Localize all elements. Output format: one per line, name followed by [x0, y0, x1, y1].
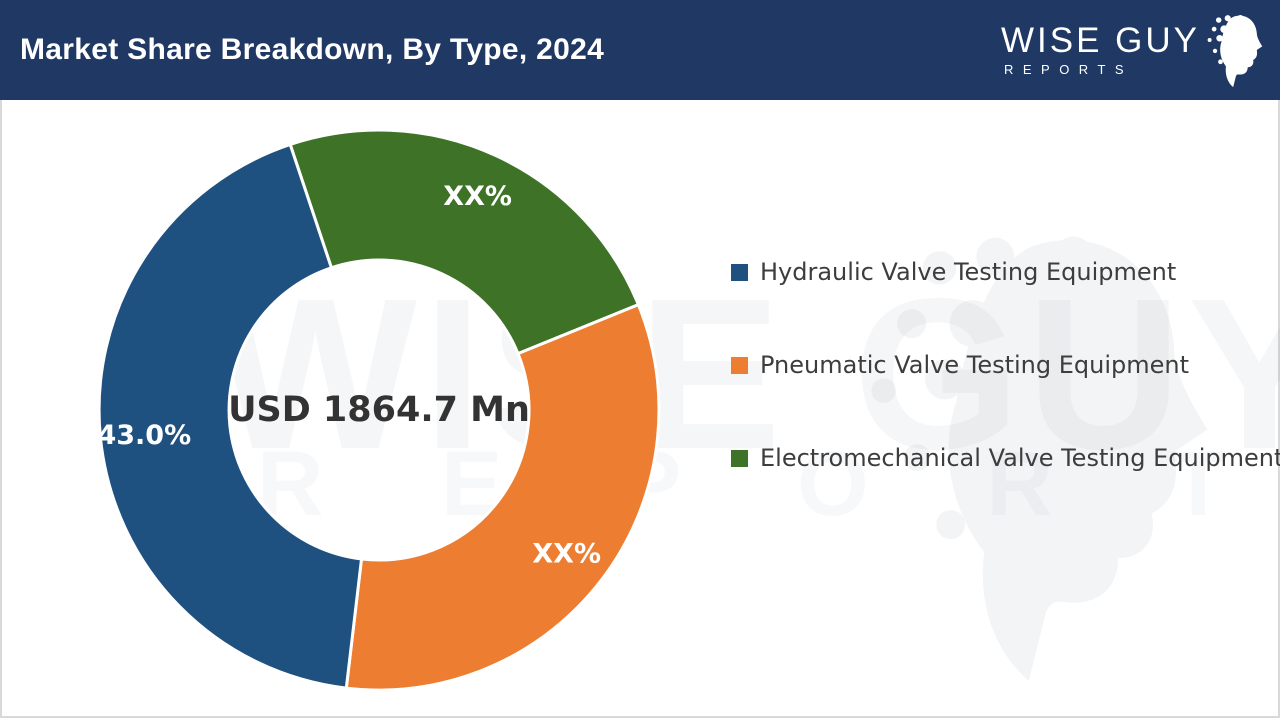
legend-swatch-electromechanical — [731, 449, 748, 467]
legend-label-electromechanical: Electromechanical Valve Testing Equipmen… — [760, 444, 1280, 472]
logo-face-icon — [1207, 14, 1263, 88]
segment-percent-label: XX% — [532, 538, 601, 569]
donut-chart: XX% XX% 43.0% — [97, 128, 661, 692]
brand-logo: WISE GUY REPORTS — [1001, 11, 1266, 89]
segment-percent-label: 43.0% — [97, 420, 191, 451]
legend-item-electromechanical: Electromechanical Valve Testing Equipmen… — [731, 444, 1280, 472]
header-bar: Market Share Breakdown, By Type, 2024 WI… — [0, 0, 1280, 100]
legend-label-pneumatic: Pneumatic Valve Testing Equipment — [760, 351, 1190, 379]
legend: Hydraulic Valve Testing Equipment Pneuma… — [731, 258, 1280, 472]
donut-center-value: USD 1864.7 Mn — [228, 390, 530, 430]
donut-segment-0 — [288, 128, 640, 356]
segment-percent-label: XX% — [443, 181, 512, 212]
legend-item-pneumatic: Pneumatic Valve Testing Equipment — [731, 351, 1280, 379]
legend-swatch-pneumatic — [731, 356, 748, 374]
legend-label-hydraulic: Hydraulic Valve Testing Equipment — [760, 258, 1177, 286]
donut-segment-1 — [344, 303, 661, 692]
chart-canvas: WISE GUY R E P O R T S XX%XX%43.0% USD 1… — [0, 100, 1280, 718]
legend-item-hydraulic: Hydraulic Valve Testing Equipment — [731, 258, 1280, 286]
logo-wordmark-block: WISE GUY REPORTS — [1001, 23, 1200, 77]
logo-subtext: REPORTS — [1003, 62, 1134, 77]
logo-wordmark: WISE GUY — [1000, 21, 1200, 60]
page-title: Market Share Breakdown, By Type, 2024 — [20, 33, 605, 66]
donut-segment-2 — [97, 143, 363, 690]
legend-swatch-hydraulic — [731, 263, 748, 281]
